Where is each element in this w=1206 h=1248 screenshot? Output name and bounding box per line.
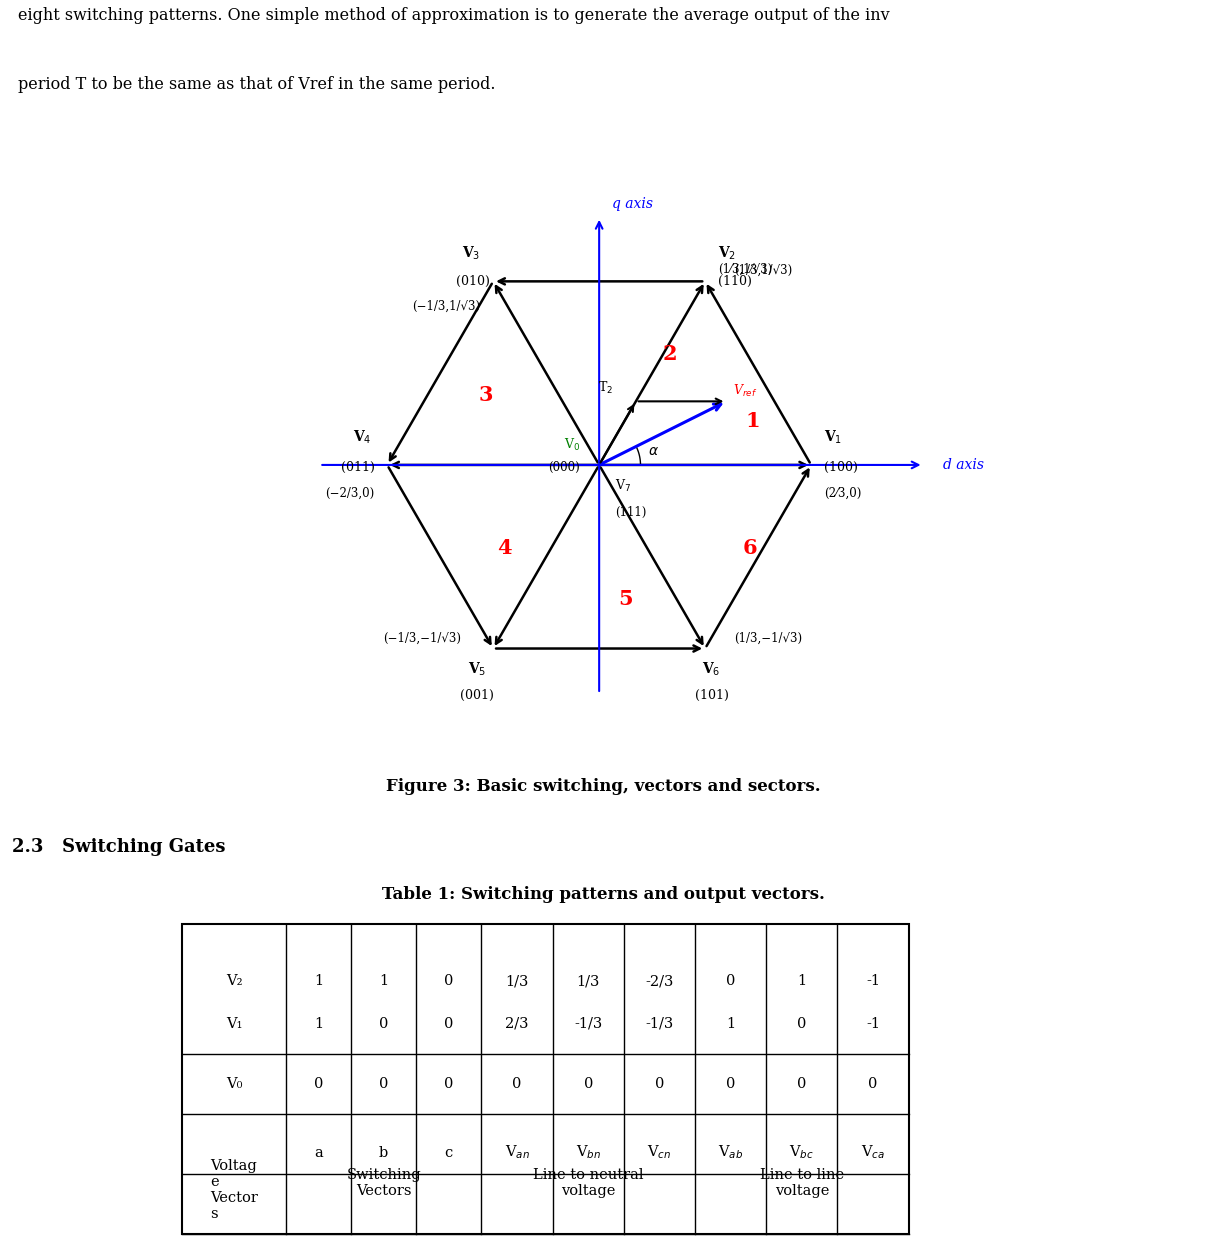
Text: 4: 4	[497, 538, 513, 558]
Text: -2/3: -2/3	[645, 975, 674, 988]
Text: (1/3,1/√3): (1/3,1/√3)	[733, 263, 792, 276]
Text: Line to line
voltage: Line to line voltage	[760, 1168, 844, 1198]
Text: -1: -1	[866, 975, 880, 988]
Text: 5: 5	[619, 589, 633, 609]
Bar	[182, 924, 908, 1233]
Text: 0: 0	[584, 1077, 593, 1091]
Text: period T to be the same as that of Vref in the same period.: period T to be the same as that of Vref …	[18, 76, 496, 94]
Text: 0: 0	[726, 1077, 736, 1091]
Text: V₂: V₂	[226, 975, 242, 988]
Text: 3: 3	[479, 386, 493, 406]
Text: -1/3: -1/3	[574, 1017, 602, 1031]
Text: (1⁄3,1⁄√3): (1⁄3,1⁄√3)	[718, 262, 772, 276]
Text: c: c	[445, 1146, 453, 1159]
Text: Switching
Vectors: Switching Vectors	[346, 1168, 421, 1198]
Text: (001): (001)	[461, 689, 494, 703]
Text: b: b	[379, 1146, 388, 1159]
Text: d axis: d axis	[943, 458, 984, 472]
Text: V$_{ref}$: V$_{ref}$	[733, 383, 757, 399]
Text: (−1/3,1/√3): (−1/3,1/√3)	[412, 300, 480, 313]
Text: Figure 3: Basic switching, vectors and sectors.: Figure 3: Basic switching, vectors and s…	[386, 778, 820, 795]
Text: 1: 1	[314, 1017, 323, 1031]
Text: V$_{bc}$: V$_{bc}$	[790, 1143, 814, 1162]
Text: V$_1$: V$_1$	[824, 428, 842, 446]
Text: V$_5$: V$_5$	[468, 661, 486, 679]
Text: q axis: q axis	[611, 197, 652, 211]
Text: 2: 2	[663, 344, 678, 364]
Text: 1: 1	[745, 411, 760, 431]
Text: 1/3: 1/3	[505, 975, 528, 988]
Text: 1: 1	[379, 975, 388, 988]
Text: Line to neutral
voltage: Line to neutral voltage	[533, 1168, 644, 1198]
Text: 0: 0	[655, 1077, 665, 1091]
Text: (111): (111)	[615, 505, 646, 519]
Text: eight switching patterns. One simple method of approximation is to generate the : eight switching patterns. One simple met…	[18, 6, 890, 24]
Text: 1: 1	[726, 1017, 736, 1031]
Text: V$_{an}$: V$_{an}$	[504, 1143, 529, 1162]
Text: $\alpha$: $\alpha$	[649, 444, 660, 458]
Text: 1: 1	[797, 975, 807, 988]
Text: V$_4$: V$_4$	[352, 428, 371, 446]
Text: Table 1: Switching patterns and output vectors.: Table 1: Switching patterns and output v…	[381, 886, 825, 904]
Text: V$_{bn}$: V$_{bn}$	[575, 1143, 601, 1162]
Text: V$_{ab}$: V$_{ab}$	[718, 1143, 743, 1162]
Text: a: a	[315, 1146, 323, 1159]
Text: 0: 0	[314, 1077, 323, 1091]
Text: 0: 0	[726, 975, 736, 988]
Text: V$_3$: V$_3$	[462, 245, 480, 262]
Text: V$_6$: V$_6$	[702, 661, 721, 679]
Text: V$_0$: V$_0$	[564, 437, 580, 453]
Text: 0: 0	[444, 1077, 453, 1091]
Text: (−1/3,−1/√3): (−1/3,−1/√3)	[384, 633, 462, 645]
Text: (2⁄3,0): (2⁄3,0)	[824, 487, 861, 499]
Text: (110): (110)	[718, 275, 751, 287]
Text: V₀: V₀	[226, 1077, 242, 1091]
Text: 0: 0	[379, 1017, 388, 1031]
Text: -1: -1	[866, 1017, 880, 1031]
Text: Voltag
e
Vector
s: Voltag e Vector s	[210, 1158, 258, 1221]
Text: V$_{ca}$: V$_{ca}$	[861, 1143, 885, 1162]
Text: (100): (100)	[824, 462, 857, 474]
Text: 0: 0	[444, 975, 453, 988]
Text: 6: 6	[742, 538, 757, 558]
Text: V$_7$: V$_7$	[615, 478, 631, 494]
Text: 1/3: 1/3	[576, 975, 599, 988]
Text: 0: 0	[868, 1077, 878, 1091]
Text: T$_2$: T$_2$	[598, 379, 613, 396]
Text: 0: 0	[379, 1077, 388, 1091]
Text: 0: 0	[797, 1077, 807, 1091]
Text: 0: 0	[797, 1017, 807, 1031]
Text: V₁: V₁	[226, 1017, 242, 1031]
Text: (1/3,−1/√3): (1/3,−1/√3)	[733, 633, 802, 645]
Text: (101): (101)	[695, 689, 728, 703]
Text: 2.3   Switching Gates: 2.3 Switching Gates	[12, 839, 226, 856]
Text: 0: 0	[513, 1077, 522, 1091]
Text: 2/3: 2/3	[505, 1017, 528, 1031]
Text: -1/3: -1/3	[645, 1017, 674, 1031]
Text: 0: 0	[444, 1017, 453, 1031]
Text: V$_{cn}$: V$_{cn}$	[648, 1143, 672, 1162]
Text: (010): (010)	[456, 275, 490, 287]
Text: V$_2$: V$_2$	[718, 245, 736, 262]
Text: (000): (000)	[549, 462, 580, 474]
Text: (−2/3,0): (−2/3,0)	[326, 487, 375, 499]
Text: (011): (011)	[340, 462, 375, 474]
Text: 1: 1	[314, 975, 323, 988]
